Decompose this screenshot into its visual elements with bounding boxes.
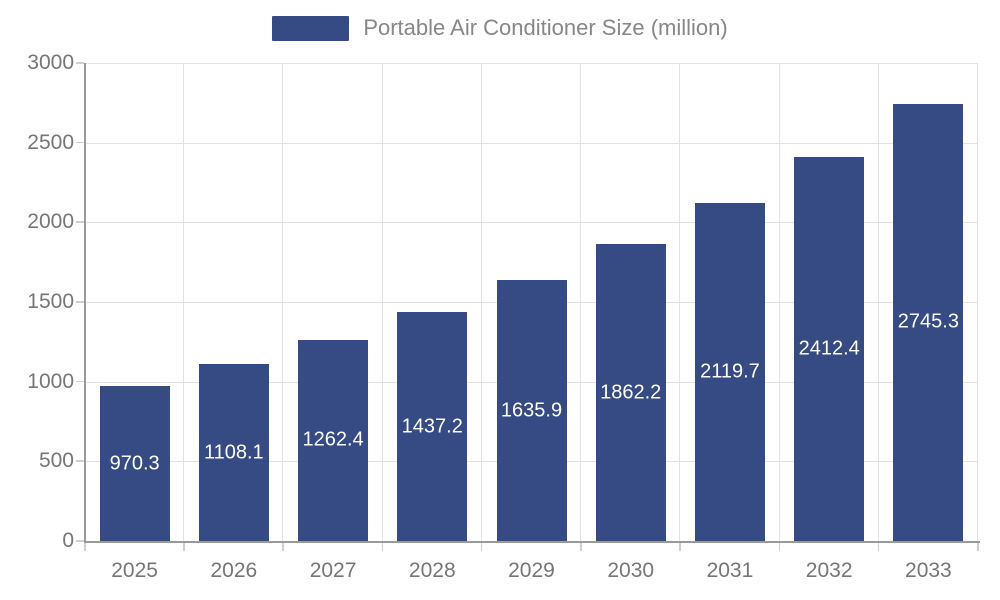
bar-2032[interactable]: 2412.4 <box>794 156 865 541</box>
gridline-vertical <box>183 63 185 541</box>
gridline-horizontal <box>85 222 978 224</box>
x-axis-label-2033: 2033 <box>905 559 952 582</box>
y-axis-label-1500: 1500 <box>27 290 74 313</box>
gridline-vertical <box>977 63 978 541</box>
x-axis-label-2029: 2029 <box>508 559 555 582</box>
legend-swatch <box>272 15 350 41</box>
plot-area: 970.3 1108.1 1262.4 1437.2 1635.9 1862.2 2119.… <box>85 63 978 541</box>
bar-2027[interactable]: 1262.4 <box>298 339 369 541</box>
bar-2025[interactable]: 970.3 <box>99 386 170 541</box>
bar-2029[interactable]: 1635.9 <box>496 280 567 541</box>
y-axis-label-2000: 2000 <box>27 210 74 234</box>
x-axis-tick <box>877 543 880 551</box>
gridline-vertical <box>778 63 780 541</box>
y-axis-tick <box>76 460 84 462</box>
x-axis-tick <box>282 543 284 551</box>
gridline-vertical <box>679 63 681 541</box>
bar-value-label: 2119.7 <box>700 360 760 383</box>
bar-2028[interactable]: 1437.2 <box>397 312 468 541</box>
legend-item[interactable]: Portable Air Conditioner Size (million) <box>0 15 1000 41</box>
x-axis-tick <box>84 543 86 551</box>
bar-value-label: 2412.4 <box>798 337 860 360</box>
bar-value-label: 2745.3 <box>897 310 959 333</box>
y-axis-tick <box>76 301 84 303</box>
x-axis-line <box>84 541 980 543</box>
y-axis-label-500: 500 <box>38 449 74 473</box>
bar-value-label: 1635.9 <box>500 399 563 422</box>
bar-2031[interactable]: 2119.7 <box>694 203 765 541</box>
y-axis-line <box>84 63 86 543</box>
x-axis-tick <box>381 543 384 551</box>
y-axis-label-3000: 3000 <box>27 51 74 74</box>
bar-value-label: 970.3 <box>109 452 160 475</box>
gridline-vertical <box>480 63 482 541</box>
gridline-vertical <box>877 63 879 541</box>
y-axis-tick <box>76 540 84 542</box>
gridline-vertical <box>282 63 284 541</box>
bar-value-label: 1108.1 <box>203 441 264 464</box>
y-axis-label-2500: 2500 <box>27 130 74 154</box>
x-axis-tick <box>580 543 582 551</box>
x-axis-label-2031: 2031 <box>706 559 754 582</box>
y-axis-tick <box>76 62 84 64</box>
bar-value-label: 1437.2 <box>401 415 463 437</box>
bar-2033[interactable]: 2745.3 <box>893 103 964 541</box>
y-axis-tick <box>76 380 84 383</box>
legend-label: Portable Air Conditioner Size (million) <box>363 15 728 40</box>
x-axis-tick <box>480 543 483 551</box>
gridline-horizontal <box>85 63 978 64</box>
gridline-vertical <box>381 63 383 541</box>
x-axis-label-2026: 2026 <box>210 559 258 582</box>
bar-value-label: 1862.2 <box>600 381 662 404</box>
y-axis-tick <box>76 141 84 144</box>
x-axis-label-2027: 2027 <box>309 559 357 582</box>
bar-2030[interactable]: 1862.2 <box>595 244 666 541</box>
y-axis-label-0: 0 <box>62 529 74 552</box>
x-axis-label-2032: 2032 <box>805 559 853 582</box>
bar-2026[interactable]: 1108.1 <box>198 364 269 541</box>
y-axis-label-1000: 1000 <box>27 369 74 393</box>
bar-value-label: 1262.4 <box>302 428 364 451</box>
x-axis-label-2025: 2025 <box>111 559 158 582</box>
x-axis-tick <box>679 543 681 551</box>
y-axis-tick <box>76 221 84 223</box>
gridline-horizontal <box>85 142 978 144</box>
gridline-vertical <box>580 63 582 541</box>
x-axis-tick <box>183 543 185 551</box>
x-axis-tick <box>977 543 979 551</box>
x-axis-label-2030: 2030 <box>607 559 655 582</box>
x-axis-tick <box>778 543 781 551</box>
x-axis-label-2028: 2028 <box>408 559 456 582</box>
